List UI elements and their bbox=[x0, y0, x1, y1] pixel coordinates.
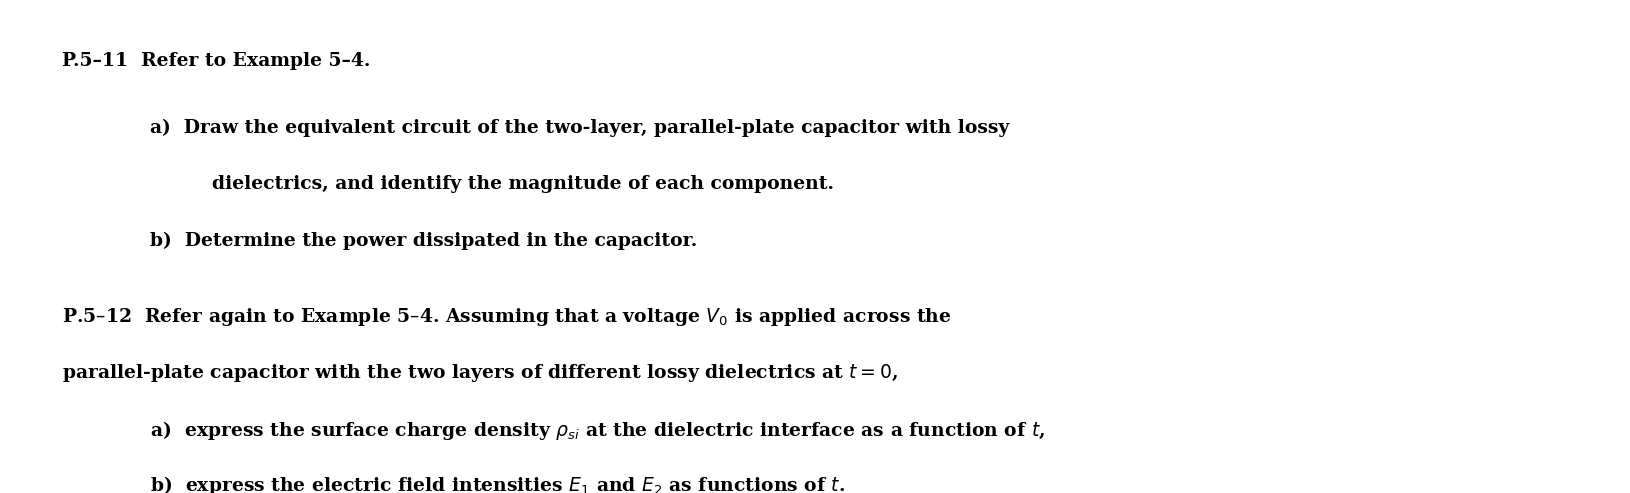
Text: b)  Determine the power dissipated in the capacitor.: b) Determine the power dissipated in the… bbox=[150, 232, 698, 250]
Text: P.5–12  Refer again to Example 5–4. Assuming that a voltage $V_0$ is applied acr: P.5–12 Refer again to Example 5–4. Assum… bbox=[62, 306, 952, 328]
Text: parallel-plate capacitor with the two layers of different lossy dielectrics at $: parallel-plate capacitor with the two la… bbox=[62, 362, 898, 385]
Text: P.5–11  Refer to Example 5–4.: P.5–11 Refer to Example 5–4. bbox=[62, 52, 370, 70]
Text: dielectrics, and identify the magnitude of each component.: dielectrics, and identify the magnitude … bbox=[212, 175, 835, 193]
Text: b)  express the electric field intensities $E_1$ and $E_2$ as functions of $t$.: b) express the electric field intensitie… bbox=[150, 474, 846, 493]
Text: a)  Draw the equivalent circuit of the two-layer, parallel-plate capacitor with : a) Draw the equivalent circuit of the tw… bbox=[150, 118, 1009, 137]
Text: a)  express the surface charge density $\rho_{si}$ at the dielectric interface a: a) express the surface charge density $\… bbox=[150, 419, 1045, 442]
